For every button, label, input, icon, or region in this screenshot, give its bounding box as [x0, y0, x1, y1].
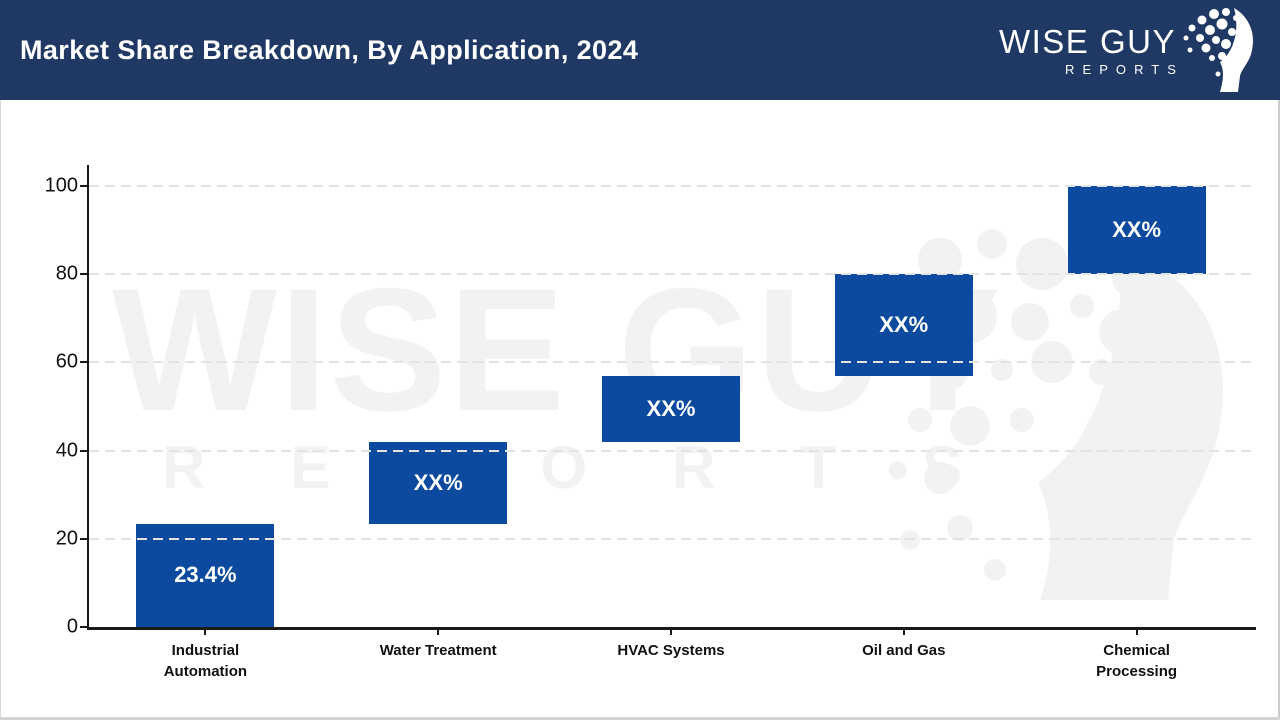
x-tick-mark — [1135, 627, 1138, 635]
y-tick-mark — [80, 626, 88, 628]
page-border-bottom — [0, 717, 1280, 720]
brand-logo-text: WISE GUY REPORTS — [999, 25, 1176, 76]
bar-value-label: XX% — [413, 469, 463, 495]
x-category-label: HVAC Systems — [617, 640, 724, 661]
y-axis-line — [87, 165, 89, 630]
y-tick-label: 60 — [55, 350, 78, 373]
x-category-label-line: Industrial — [171, 642, 240, 659]
y-tick-mark — [80, 449, 88, 452]
bar-value-label: 23.4% — [174, 562, 237, 588]
y-tick-label: 100 — [44, 174, 78, 197]
x-category-label-line: Water Treatment — [379, 642, 497, 659]
page-border-right — [1278, 100, 1280, 720]
x-category-label: Oil and Gas — [862, 640, 945, 661]
head-profile-dots-icon — [1178, 4, 1256, 97]
x-category-label: Industrial Automation — [164, 640, 247, 682]
page-border-left — [0, 100, 1, 720]
y-tick-mark — [80, 273, 88, 276]
x-tick-mark — [204, 627, 207, 635]
brand-name: WISE GUY — [998, 22, 1176, 60]
y-tick-label: 80 — [55, 262, 78, 285]
x-category-label-line: Oil and Gas — [862, 642, 946, 659]
x-axis-line — [89, 627, 1256, 630]
y-tick-mark — [80, 361, 88, 364]
x-category-label: Water Treatment — [380, 640, 497, 661]
bar — [369, 441, 508, 524]
bar — [136, 523, 275, 627]
bar — [834, 274, 973, 376]
bar-value-label: XX% — [1112, 217, 1162, 243]
gridline — [89, 361, 1253, 364]
chart-area: WISE GUY REPORTS 0 20 40 60 80 100 23.4% Indust… — [0, 100, 1280, 720]
gridline — [89, 273, 1253, 276]
x-category-label-line: Automation — [163, 663, 248, 680]
watermark-reports-text: REPORTS — [162, 434, 1048, 501]
bar — [602, 375, 740, 442]
x-category-label-line: Processing — [1096, 663, 1178, 680]
x-tick-mark — [437, 627, 440, 635]
gridline — [89, 449, 1253, 452]
y-tick-label: 40 — [55, 439, 78, 462]
x-category-label-line: HVAC Systems — [617, 642, 725, 659]
bar — [1067, 186, 1206, 275]
x-tick-mark — [670, 627, 672, 635]
y-tick-label: 20 — [55, 527, 78, 550]
x-category-label-line: Chemical — [1103, 642, 1170, 659]
brand-logo: WISE GUY REPORTS — [999, 4, 1256, 97]
x-tick-mark — [902, 627, 905, 635]
gridline — [89, 537, 1253, 540]
y-tick-mark — [80, 185, 88, 187]
bar-value-label: XX% — [646, 395, 696, 421]
x-category-label: Chemical Processing — [1096, 640, 1177, 682]
page-title: Market Share Breakdown, By Application, … — [20, 34, 639, 65]
bar-value-label: XX% — [879, 311, 929, 337]
y-tick-mark — [80, 537, 88, 540]
gridline — [89, 185, 1253, 187]
header-bar: Market Share Breakdown, By Application, … — [0, 0, 1280, 100]
brand-subname: REPORTS — [1065, 61, 1185, 77]
y-tick-label: 0 — [66, 615, 78, 638]
